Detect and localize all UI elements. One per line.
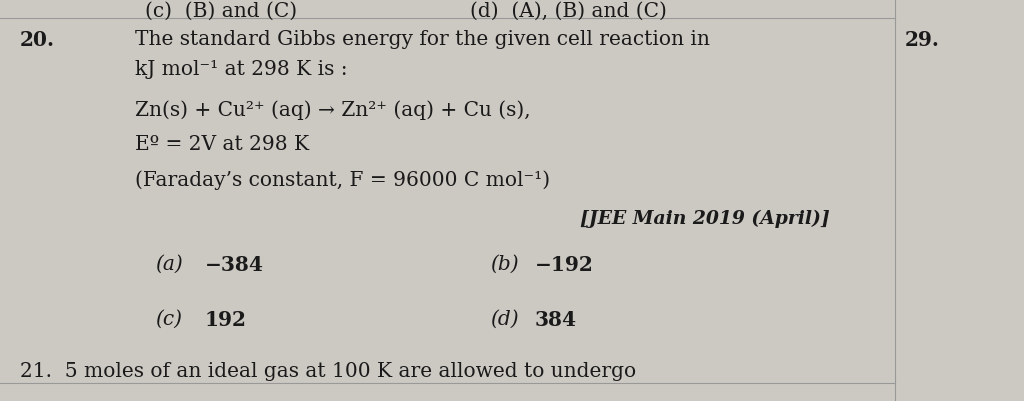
Text: (b): (b) (490, 255, 518, 274)
Text: (Faraday’s constant, F = 96000 C mol⁻¹): (Faraday’s constant, F = 96000 C mol⁻¹) (135, 170, 550, 190)
Text: (d): (d) (490, 310, 518, 329)
Text: 192: 192 (205, 310, 247, 330)
Text: (c)  (B) and (C): (c) (B) and (C) (145, 2, 297, 21)
Text: −384: −384 (205, 255, 264, 275)
Text: 21.  5 moles of an ideal gas at 100 K are allowed to undergo: 21. 5 moles of an ideal gas at 100 K are… (20, 362, 636, 381)
Text: Eº = 2V at 298 K: Eº = 2V at 298 K (135, 135, 309, 154)
Text: [JEE Main 2019 (April)]: [JEE Main 2019 (April)] (580, 210, 829, 228)
Text: (a): (a) (155, 255, 182, 274)
Text: (d)  (A), (B) and (C): (d) (A), (B) and (C) (470, 2, 667, 21)
Text: kJ mol⁻¹ at 298 K is :: kJ mol⁻¹ at 298 K is : (135, 60, 347, 79)
Text: 384: 384 (535, 310, 578, 330)
Text: Zn(s) + Cu²⁺ (aq) → Zn²⁺ (aq) + Cu (s),: Zn(s) + Cu²⁺ (aq) → Zn²⁺ (aq) + Cu (s), (135, 100, 530, 119)
Text: 20.: 20. (20, 30, 55, 50)
Text: (c): (c) (155, 310, 182, 329)
Text: 29.: 29. (905, 30, 940, 50)
Text: The standard Gibbs energy for the given cell reaction in: The standard Gibbs energy for the given … (135, 30, 710, 49)
Text: −192: −192 (535, 255, 594, 275)
